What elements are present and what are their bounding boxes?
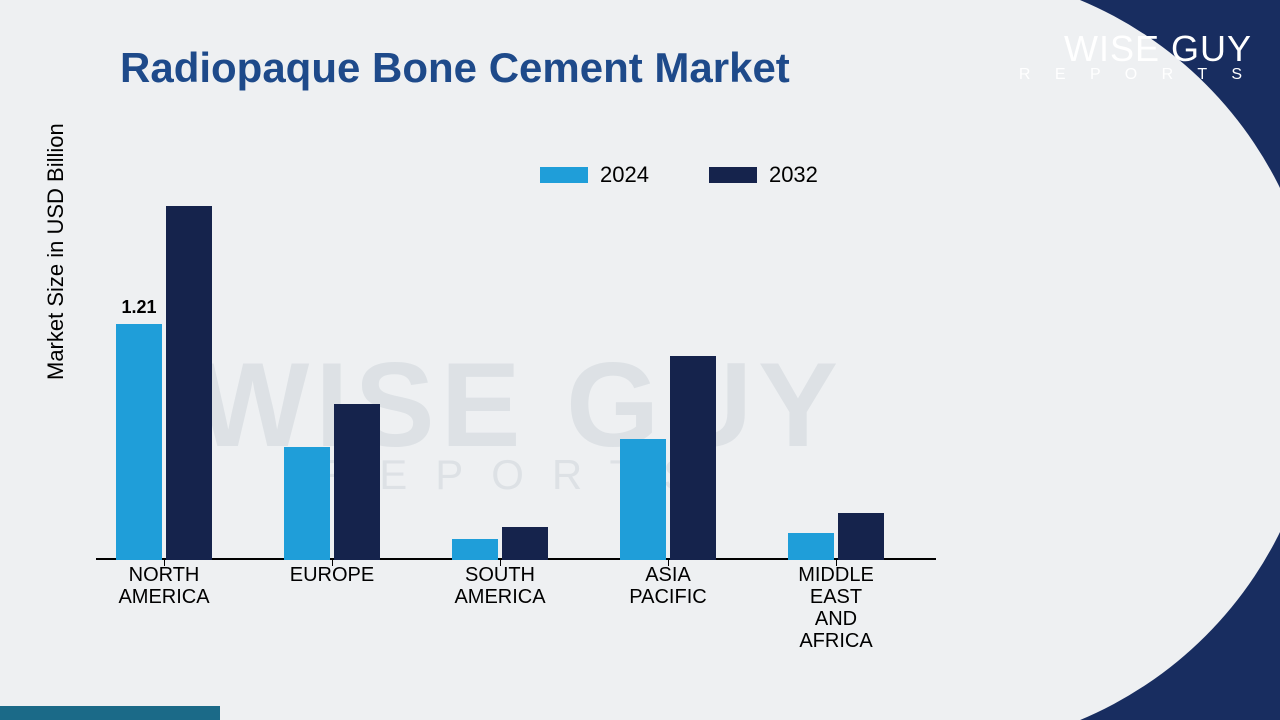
legend: 2024 2032 [540,162,818,188]
bar-group [284,404,380,560]
logo-sub: R E P O R T S [1019,66,1252,84]
x-axis-label: SOUTH AMERICA [454,564,545,608]
bar-group [116,206,212,560]
bar [284,447,330,560]
legend-swatch-2024 [540,167,588,183]
legend-item-2032: 2032 [709,162,818,188]
legend-swatch-2032 [709,167,757,183]
chart-canvas: WISE GUY REPORTS Radiopaque Bone Cement … [0,0,1280,720]
bar [116,324,162,560]
bar [502,527,548,560]
bottom-accent-bar [0,706,220,720]
legend-label-2024: 2024 [600,162,649,188]
brand-logo: WISE GUY R E P O R T S [1019,28,1252,84]
legend-item-2024: 2024 [540,162,649,188]
bar [788,533,834,560]
bar [620,439,666,560]
bar [452,539,498,560]
logo-main: WISE GUY [1019,28,1252,70]
bar-group [788,513,884,560]
bar-group [620,356,716,560]
chart-title: Radiopaque Bone Cement Market [120,44,790,92]
y-axis-label: Market Size in USD Billion [43,123,69,380]
plot-area: 1.21 [96,190,936,560]
x-axis-label: NORTH AMERICA [118,564,209,608]
bar [838,513,884,560]
x-axis-label: EUROPE [290,564,374,586]
bar-group [452,527,548,560]
bar [334,404,380,560]
x-axis-label: MIDDLE EAST AND AFRICA [798,564,874,652]
bar-value-label: 1.21 [109,297,169,318]
bar [670,356,716,560]
x-axis-label: ASIA PACIFIC [629,564,706,608]
bar [166,206,212,560]
legend-label-2032: 2032 [769,162,818,188]
